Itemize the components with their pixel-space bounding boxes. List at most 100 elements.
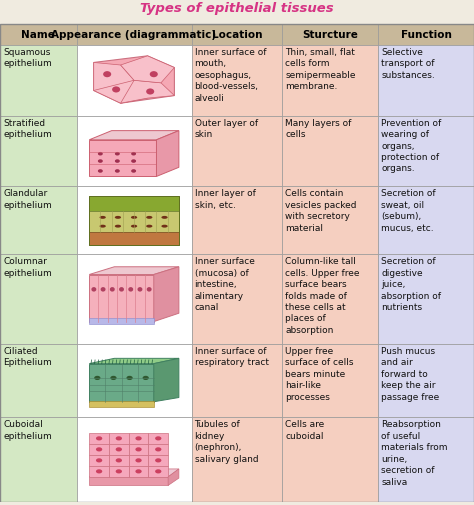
Polygon shape <box>89 267 179 275</box>
Text: Ciliated
Epithelium: Ciliated Epithelium <box>3 347 52 367</box>
Polygon shape <box>89 275 154 322</box>
Ellipse shape <box>116 447 122 451</box>
Text: Name: Name <box>21 30 55 39</box>
Polygon shape <box>89 364 154 402</box>
Bar <box>89 444 109 455</box>
Ellipse shape <box>136 436 142 440</box>
Bar <box>283 116 378 186</box>
Bar <box>378 186 474 254</box>
Text: Reabsorption
of useful
materials from
urine,
secretion of
saliva: Reabsorption of useful materials from ur… <box>381 420 448 486</box>
Bar <box>148 433 168 444</box>
Polygon shape <box>89 469 179 477</box>
Text: Inner layer of
skin, etc.: Inner layer of skin, etc. <box>194 189 255 210</box>
Bar <box>109 466 128 477</box>
Bar <box>378 45 474 116</box>
Bar <box>283 186 378 254</box>
Polygon shape <box>94 63 134 90</box>
Ellipse shape <box>146 225 153 228</box>
Bar <box>148 466 168 477</box>
Bar <box>89 232 179 245</box>
Ellipse shape <box>143 376 149 380</box>
Text: Glandular
epithelium: Glandular epithelium <box>3 189 52 210</box>
Ellipse shape <box>150 71 158 77</box>
Bar <box>77 254 191 344</box>
Bar <box>378 254 474 344</box>
Bar <box>89 196 179 212</box>
Polygon shape <box>154 359 179 402</box>
Polygon shape <box>120 56 174 83</box>
Bar <box>77 417 191 502</box>
Bar <box>283 24 378 45</box>
Text: Function: Function <box>401 30 452 39</box>
Ellipse shape <box>131 169 136 173</box>
Text: Inner surface of
mouth,
oesophagus,
blood-vessels,
alveoli: Inner surface of mouth, oesophagus, bloo… <box>194 48 266 103</box>
Ellipse shape <box>115 169 120 173</box>
Text: Types of epithelial tissues: Types of epithelial tissues <box>140 2 334 15</box>
Text: Secretion of
sweat, oil
(sebum),
mucus, etc.: Secretion of sweat, oil (sebum), mucus, … <box>381 189 436 233</box>
Ellipse shape <box>162 225 168 228</box>
Bar <box>109 455 128 466</box>
Ellipse shape <box>162 216 168 219</box>
Ellipse shape <box>131 152 136 156</box>
Text: Cells are
cuboidal: Cells are cuboidal <box>285 420 325 441</box>
Ellipse shape <box>98 159 103 163</box>
Bar <box>109 444 128 455</box>
Polygon shape <box>154 267 179 322</box>
Bar <box>89 196 179 245</box>
Ellipse shape <box>103 71 111 77</box>
Bar <box>283 417 378 502</box>
Bar <box>89 455 109 466</box>
Text: Inner surface
(mucosa) of
intestine,
alimentary
canal: Inner surface (mucosa) of intestine, ali… <box>194 257 255 312</box>
Bar <box>89 433 109 444</box>
Text: Thin, small, flat
cells form
semipermeable
membrane.: Thin, small, flat cells form semipermeab… <box>285 48 356 91</box>
Text: Columnar
epithelium: Columnar epithelium <box>3 257 52 278</box>
Bar <box>191 344 283 417</box>
Ellipse shape <box>128 287 133 291</box>
Ellipse shape <box>100 287 106 291</box>
Text: Appearance (diagrammatic): Appearance (diagrammatic) <box>52 30 217 39</box>
Ellipse shape <box>137 287 142 291</box>
Ellipse shape <box>131 216 137 219</box>
Bar <box>77 186 191 254</box>
Text: Tubules of
kidney
(nephron),
salivary gland: Tubules of kidney (nephron), salivary gl… <box>194 420 258 464</box>
Bar <box>0 417 77 502</box>
Polygon shape <box>89 131 179 140</box>
Ellipse shape <box>100 225 106 228</box>
Bar <box>109 433 128 444</box>
Polygon shape <box>89 477 168 485</box>
Ellipse shape <box>110 287 115 291</box>
Bar <box>128 466 148 477</box>
Bar <box>77 24 191 45</box>
Bar <box>148 455 168 466</box>
Ellipse shape <box>116 469 122 474</box>
Text: Prevention of
wearing of
organs,
protection of
organs.: Prevention of wearing of organs, protect… <box>381 119 441 173</box>
Text: Stratified
epithelium: Stratified epithelium <box>3 119 52 139</box>
Bar <box>0 186 77 254</box>
Ellipse shape <box>115 159 120 163</box>
Ellipse shape <box>155 469 162 474</box>
Bar <box>89 212 179 232</box>
Polygon shape <box>156 131 179 176</box>
Bar <box>89 466 109 477</box>
Bar <box>191 186 283 254</box>
Ellipse shape <box>94 376 100 380</box>
Text: Upper free
surface of cells
bears minute
hair-like
processes: Upper free surface of cells bears minute… <box>285 347 354 401</box>
Bar <box>378 24 474 45</box>
Bar <box>89 318 154 324</box>
Ellipse shape <box>100 216 106 219</box>
Ellipse shape <box>98 152 103 156</box>
Bar <box>0 344 77 417</box>
Ellipse shape <box>116 436 122 440</box>
Text: Column-like tall
cells. Upper free
surface bears
folds made of
these cells at
pl: Column-like tall cells. Upper free surfa… <box>285 257 360 335</box>
Bar <box>191 254 283 344</box>
Ellipse shape <box>96 447 102 451</box>
Text: Inner surface of
respiratory tract: Inner surface of respiratory tract <box>194 347 268 367</box>
Ellipse shape <box>146 88 154 94</box>
Ellipse shape <box>98 169 103 173</box>
Ellipse shape <box>136 469 142 474</box>
Bar <box>191 417 283 502</box>
Bar <box>191 24 283 45</box>
Polygon shape <box>94 56 174 103</box>
Text: Secretion of
digestive
juice,
absorption of
nutrients: Secretion of digestive juice, absorption… <box>381 257 441 312</box>
Ellipse shape <box>155 436 162 440</box>
